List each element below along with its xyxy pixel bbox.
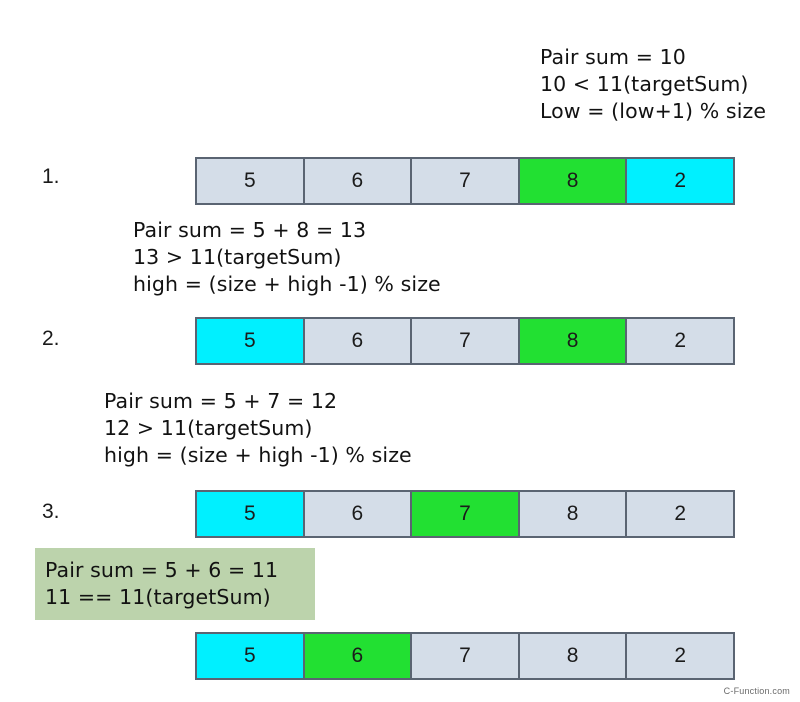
array-row-1: 5 6 7 8 2: [195, 157, 735, 205]
note-line-comparison: 10 < 11(targetSum): [540, 72, 749, 96]
array-cell-high-pointer[interactable]: 8: [519, 319, 628, 363]
array-cell[interactable]: 6: [304, 492, 413, 536]
note-line-action: high = (size + high -1) % size: [133, 272, 441, 296]
array-cell-low-pointer[interactable]: 2: [627, 159, 733, 203]
watermark: C-Function.com: [723, 686, 790, 696]
array-cell[interactable]: 7: [412, 319, 520, 363]
note-line-comparison: 13 > 11(targetSum): [133, 245, 342, 269]
array-cell-high-pointer[interactable]: 7: [412, 492, 520, 536]
array-row-2: 5 6 7 8 2: [195, 317, 735, 365]
array-cell[interactable]: 8: [519, 634, 628, 678]
array-row-4: 5 6 7 8 2: [195, 632, 735, 680]
array-cell-low-pointer[interactable]: 5: [197, 319, 305, 363]
note-step-2: Pair sum = 5 + 7 = 12 12 > 11(targetSum)…: [104, 388, 412, 469]
array-cell-high-pointer[interactable]: 8: [519, 159, 628, 203]
array-cell[interactable]: 2: [627, 492, 733, 536]
note-step-3-highlighted: Pair sum = 5 + 6 = 11 11 == 11(targetSum…: [35, 548, 315, 620]
note-line-pair-sum: Pair sum = 5 + 7 = 12: [104, 389, 338, 413]
note-line-pair-sum: Pair sum = 10: [540, 45, 686, 69]
note-line-comparison: 12 > 11(targetSum): [104, 416, 313, 440]
note-line-action: high = (size + high -1) % size: [104, 443, 412, 467]
array-cell[interactable]: 5: [197, 159, 305, 203]
array-cell[interactable]: 2: [627, 634, 733, 678]
array-cell[interactable]: 6: [304, 159, 413, 203]
note-line-action: Low = (low+1) % size: [540, 99, 767, 123]
array-cell[interactable]: 7: [412, 634, 520, 678]
array-row-3: 5 6 7 8 2: [195, 490, 735, 538]
note-line-pair-sum: Pair sum = 5 + 8 = 13: [133, 218, 367, 242]
note-step-1: Pair sum = 5 + 8 = 13 13 > 11(targetSum)…: [133, 217, 441, 298]
note-line-pair-sum: Pair sum = 5 + 6 = 11: [45, 558, 279, 582]
step-label-2: 2.: [42, 327, 60, 350]
array-cell-low-pointer[interactable]: 5: [197, 634, 305, 678]
note-initial-state: Pair sum = 10 10 < 11(targetSum) Low = (…: [540, 44, 766, 125]
step-label-1: 1.: [42, 165, 60, 188]
array-cell[interactable]: 7: [412, 159, 520, 203]
array-cell-low-pointer[interactable]: 5: [197, 492, 305, 536]
array-cell[interactable]: 8: [519, 492, 628, 536]
array-cell[interactable]: 6: [304, 319, 413, 363]
array-cell[interactable]: 2: [627, 319, 733, 363]
note-line-comparison: 11 == 11(targetSum): [45, 585, 271, 609]
array-cell-high-pointer[interactable]: 6: [304, 634, 413, 678]
step-label-3: 3.: [42, 500, 60, 523]
